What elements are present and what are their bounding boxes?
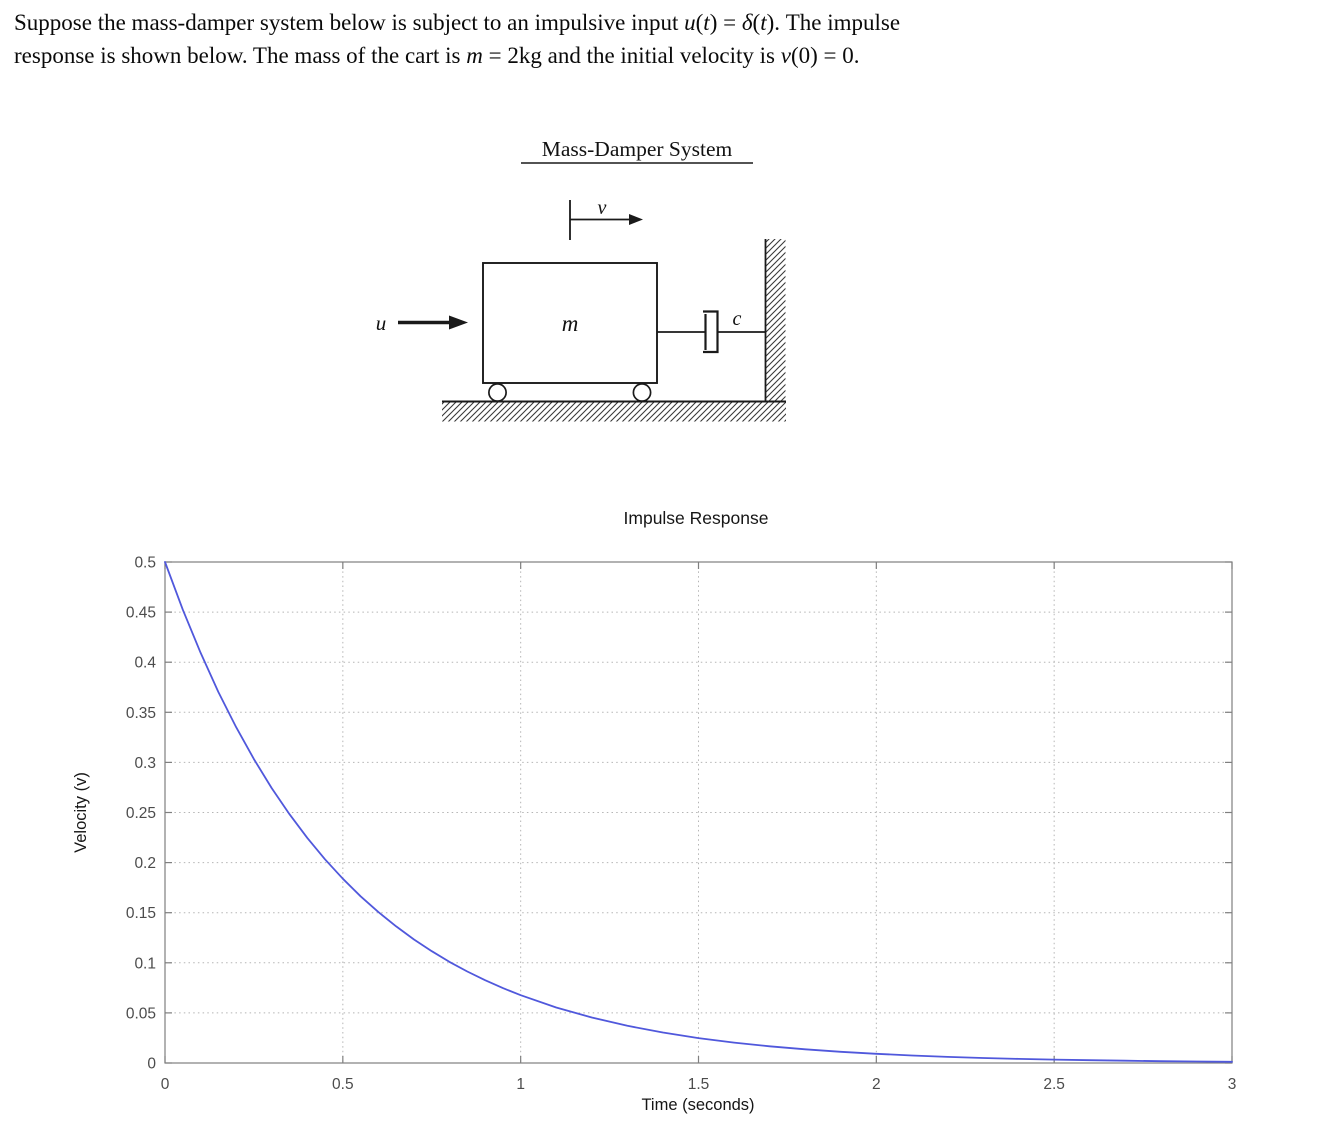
problem-line-1: Suppose the mass-damper system below is …	[14, 6, 1320, 39]
input-label: u	[376, 311, 387, 335]
gridlines	[165, 561, 1232, 1063]
text-run: Suppose the mass-damper system below is …	[14, 10, 685, 35]
math-variable: u	[684, 10, 696, 35]
y-tick-label: 0.2	[134, 855, 156, 872]
damper-label: c	[733, 308, 742, 330]
y-tick-label: 0.45	[126, 605, 156, 622]
y-tick-labels: 0 0.05 0.1 0.15 0.2 0.25 0.3 0.35 0.4 0.45 0.5	[126, 555, 157, 1073]
problem-statement: Suppose the mass-damper system below is …	[14, 6, 1320, 72]
y-tick-label: 0.35	[126, 705, 156, 722]
impulse-response-chart: Impulse Response 0 0.5 1 1.5 2 2.5 3 00.050.10…	[72, 508, 1237, 1114]
velocity-arrowhead-icon	[629, 214, 643, 225]
mass-label: m	[562, 311, 579, 336]
x-tick-label: 0	[161, 1076, 170, 1093]
ground	[442, 400, 786, 422]
math-variable: t	[703, 10, 710, 35]
wall-hatch	[765, 239, 786, 402]
text-run: response is shown below. The mass of the…	[14, 43, 467, 68]
y-axis-label: Velocity (v)	[72, 772, 90, 853]
ground-hatch	[442, 402, 786, 422]
problem-line-2: response is shown below. The mass of the…	[14, 39, 1320, 72]
wheel-left	[488, 383, 507, 402]
x-tick-label: 3	[1228, 1076, 1237, 1093]
x-tick-labels: 0 0.5 1 1.5 2 2.5 3	[161, 1076, 1237, 1093]
y-tick-label: 0.1	[134, 955, 156, 972]
chart-title: Impulse Response	[624, 508, 769, 528]
math-variable: m	[466, 43, 483, 68]
damper: c	[657, 308, 766, 354]
x-tick-label: 2.5	[1043, 1076, 1065, 1093]
mass-damper-diagram: Mass-Damper System v m u c	[376, 137, 786, 422]
x-tick-label: 1.5	[688, 1076, 710, 1093]
diagram-title: Mass-Damper System	[542, 137, 733, 161]
x-tick-label: 0.5	[332, 1076, 354, 1093]
math-variable: δ	[741, 10, 753, 35]
velocity-label: v	[598, 197, 607, 219]
input-arrowhead-icon	[449, 315, 468, 330]
x-tick-label: 1	[516, 1076, 525, 1093]
text-run: ). The impulse	[766, 10, 901, 35]
y-tick-label: 0	[147, 1056, 156, 1073]
text-run: = 2kg and the initial velocity is	[482, 43, 781, 68]
text-run: (	[695, 10, 704, 35]
input-force: u	[376, 311, 468, 335]
y-tick-label: 0.4	[134, 655, 156, 672]
wheel-right	[632, 383, 652, 402]
y-tick-label: 0.3	[134, 755, 156, 772]
y-tick-label: 0.5	[134, 555, 156, 572]
wall	[764, 239, 786, 402]
x-tick-label: 2	[872, 1076, 881, 1093]
math-variable: v	[780, 43, 791, 68]
tick-marks	[164, 561, 1233, 1064]
text-run: (	[752, 10, 761, 35]
cart-mass-box	[482, 262, 658, 384]
math-variable: t	[760, 10, 767, 35]
y-tick-label: 0.25	[126, 805, 156, 822]
text-run: (0) = 0.	[790, 43, 860, 68]
response-curve	[164, 561, 1233, 1063]
velocity-indicator: v	[569, 197, 643, 240]
y-tick-label: 0.05	[126, 1005, 156, 1022]
x-axis-label: Time (seconds)	[641, 1096, 754, 1114]
text-run: ) =	[709, 10, 742, 35]
y-tick-label: 0.15	[126, 905, 156, 922]
